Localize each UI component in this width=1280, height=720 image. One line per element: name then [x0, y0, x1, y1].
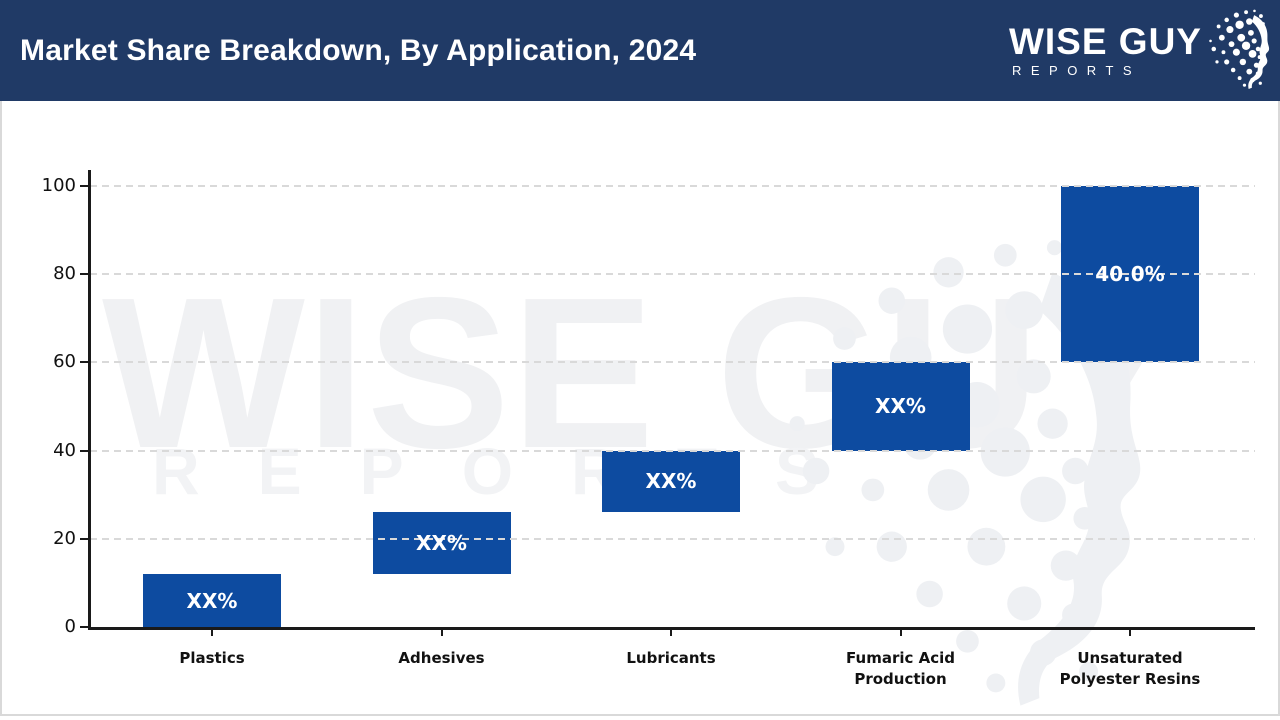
- category-label: Unsaturated Polyester Resins: [1059, 649, 1201, 688]
- gridline-y80: [90, 273, 1255, 276]
- wiseguy-face-icon: [1204, 7, 1272, 95]
- page-border-left: [0, 101, 2, 716]
- category-label: Plastics: [179, 649, 245, 667]
- bar-value-label: XX%: [186, 588, 238, 613]
- chart-canvas: WISE GUY REPORTS 0 20 40 60 80 100 XX% Plastics…: [0, 101, 1280, 720]
- gridline-y20: [90, 537, 1255, 540]
- bar-adhesives: [372, 512, 511, 575]
- x-axis-tick: [1129, 629, 1131, 636]
- bar-plastics: [143, 574, 281, 627]
- chart-title: Market Share Breakdown, By Application, …: [20, 33, 697, 67]
- y-axis-tick-40: [80, 449, 88, 452]
- page-border-bottom: [0, 714, 1280, 716]
- gridline-y60: [90, 361, 1255, 364]
- header-banner: Market Share Breakdown, By Application, …: [0, 0, 1280, 101]
- y-axis-tick-0: [80, 626, 88, 628]
- logo-text: WISE GUY REPORTS: [1009, 23, 1202, 78]
- bar-value-label: 40.0%: [1095, 262, 1165, 287]
- logo-subtitle: REPORTS: [1011, 63, 1142, 78]
- y-axis-label-80: 80: [53, 263, 76, 285]
- gridline-y100: [90, 185, 1255, 187]
- bar-value-label: XX%: [416, 531, 467, 556]
- y-axis-tick-100: [80, 185, 88, 187]
- y-axis-label-0: 0: [64, 616, 76, 637]
- bar-lubricants: [602, 450, 740, 513]
- y-axis-label-60: 60: [53, 351, 76, 373]
- y-axis-line: [88, 170, 91, 630]
- y-axis-label-40: 40: [53, 439, 76, 461]
- y-axis-tick-60: [80, 361, 88, 364]
- logo-wordmark: WISE GUY: [1008, 21, 1202, 62]
- category-label: Lubricants: [626, 649, 716, 667]
- bar-value-label: XX%: [645, 469, 697, 494]
- wise-guy-logo: WISE GUY REPORTS: [1009, 7, 1280, 95]
- bar-value-label: XX%: [875, 394, 926, 419]
- page-border-right: [1278, 101, 1280, 716]
- x-axis-tick: [670, 629, 672, 636]
- y-axis-tick-20: [80, 537, 88, 540]
- y-axis-label-100: 100: [41, 175, 76, 196]
- x-axis-line: [88, 627, 1255, 630]
- category-label: Fumaric Acid Production: [846, 649, 955, 688]
- y-axis-tick-80: [80, 273, 88, 276]
- y-axis-label-20: 20: [53, 527, 76, 549]
- x-axis-tick: [211, 629, 213, 636]
- x-axis-tick: [440, 629, 443, 636]
- category-label: Adhesives: [398, 649, 485, 667]
- x-axis-tick: [899, 629, 902, 636]
- plot-region: 0 20 40 60 80 100 XX% Plastics XX% Adhesives XX% Lu…: [42, 170, 1255, 688]
- bar-fumaric-acid-production: [831, 362, 970, 451]
- gridline-y40: [90, 449, 1255, 452]
